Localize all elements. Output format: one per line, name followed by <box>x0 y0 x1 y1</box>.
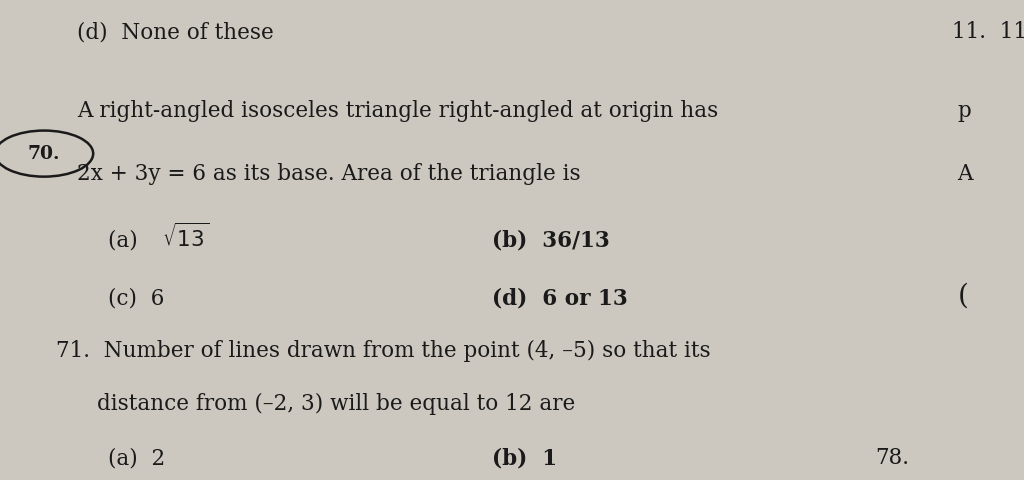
Text: (a): (a) <box>108 230 151 252</box>
Text: (d)  None of these: (d) None of these <box>77 21 273 43</box>
Text: (c)  6: (c) 6 <box>108 288 164 310</box>
Text: (a)  2: (a) 2 <box>108 447 165 469</box>
Text: (b)  36/13: (b) 36/13 <box>492 230 609 252</box>
Text: A right-angled isosceles triangle right-angled at origin has: A right-angled isosceles triangle right-… <box>77 100 718 122</box>
Text: A: A <box>957 163 973 185</box>
Text: p: p <box>957 100 971 122</box>
Text: 2x + 3y = 6 as its base. Area of the triangle is: 2x + 3y = 6 as its base. Area of the tri… <box>77 163 581 185</box>
Text: (d)  6 or 13: (d) 6 or 13 <box>492 288 628 310</box>
Text: 70.: 70. <box>28 144 60 163</box>
Text: (b)  1: (b) 1 <box>492 447 557 469</box>
Text: $\sqrt{13}$: $\sqrt{13}$ <box>162 224 209 252</box>
Text: 71.  Number of lines drawn from the point (4, –5) so that its: 71. Number of lines drawn from the point… <box>56 340 711 362</box>
Text: 78.: 78. <box>876 447 909 469</box>
Text: distance from (–2, 3) will be equal to 12 are: distance from (–2, 3) will be equal to 1… <box>97 393 575 415</box>
Text: 11.  11: 11. 11 <box>952 21 1024 43</box>
Text: (: ( <box>957 283 969 310</box>
